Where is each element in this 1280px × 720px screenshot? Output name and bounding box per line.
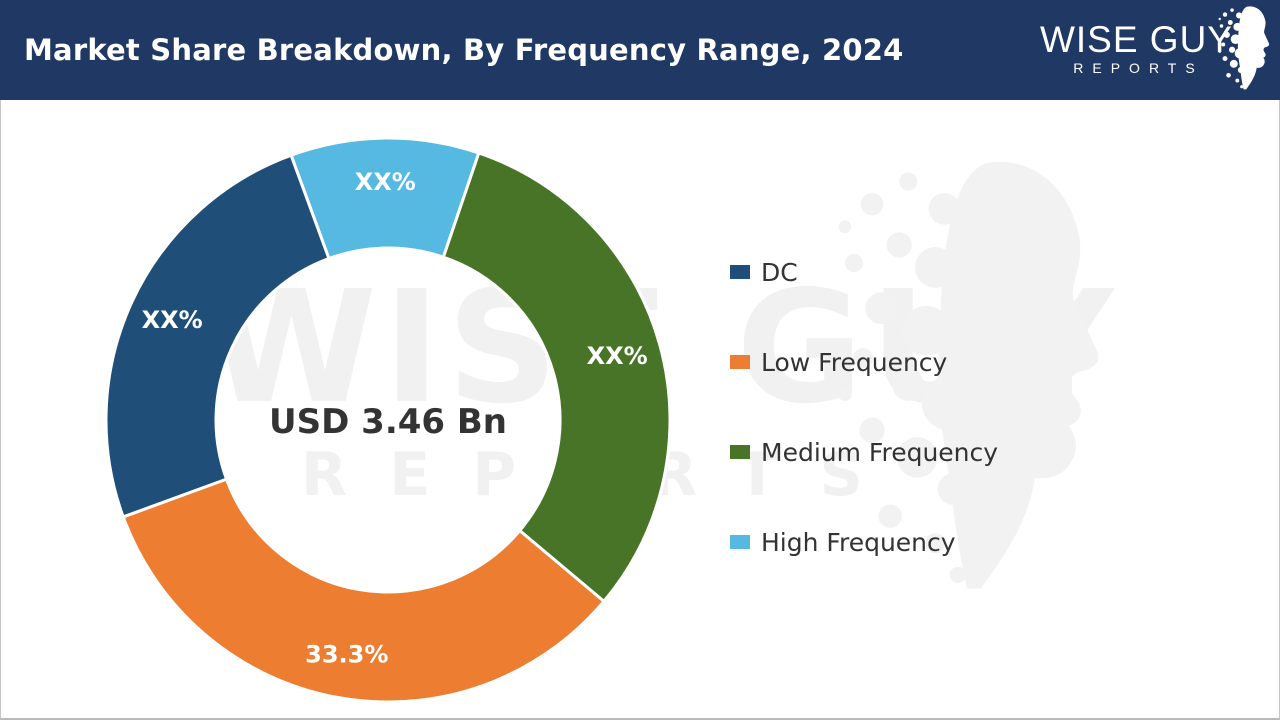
legend-swatch-icon (730, 355, 750, 369)
legend-label: High Frequency (761, 527, 956, 557)
donut-chart: XX% XX% 33.3% XX% (104, 136, 672, 704)
logo-text-reports: REPORTS (1073, 60, 1204, 76)
header: Market Share Breakdown, By Frequency Ran… (0, 0, 1280, 100)
logo-head-icon (1217, 4, 1270, 92)
slice-label-dc: XX% (142, 306, 203, 334)
legend-label: Medium Frequency (761, 437, 999, 467)
legend-label: Low Frequency (761, 347, 948, 377)
wise-guy-reports-logo: WISE GUY REPORTS (1040, 4, 1270, 92)
logo-text-wise-guy: WISE GUY (1039, 19, 1233, 60)
legend-swatch-icon (730, 445, 750, 459)
legend-item-low-frequency: Low Frequency (730, 317, 998, 407)
chart-legend: DC Low Frequency Medium Frequency High Freq… (730, 227, 998, 587)
chart-center-value: USD 3.46 Bn (269, 402, 507, 442)
chart-area: WISE GUY REPORTS XX%XX%33.3%XX% USD 3.46… (0, 100, 1280, 720)
legend-swatch-icon (730, 535, 750, 549)
legend-item-dc: DC (730, 227, 998, 317)
logo-wordmark: WISE GUY REPORTS (1040, 21, 1233, 75)
legend-item-high-frequency: High Frequency (730, 497, 998, 587)
slice-label-medium-frequency: XX% (587, 342, 648, 370)
slice-label-high-frequency: XX% (355, 168, 416, 196)
legend-label: DC (761, 257, 798, 287)
slice-dc (104, 153, 331, 519)
legend-item-medium-frequency: Medium Frequency (730, 407, 998, 497)
page-title: Market Share Breakdown, By Frequency Ran… (24, 33, 904, 67)
slice-low-frequency (121, 477, 606, 704)
slice-label-low-frequency: 33.3% (305, 640, 388, 668)
legend-swatch-icon (730, 265, 750, 279)
slice-medium-frequency (441, 151, 672, 603)
